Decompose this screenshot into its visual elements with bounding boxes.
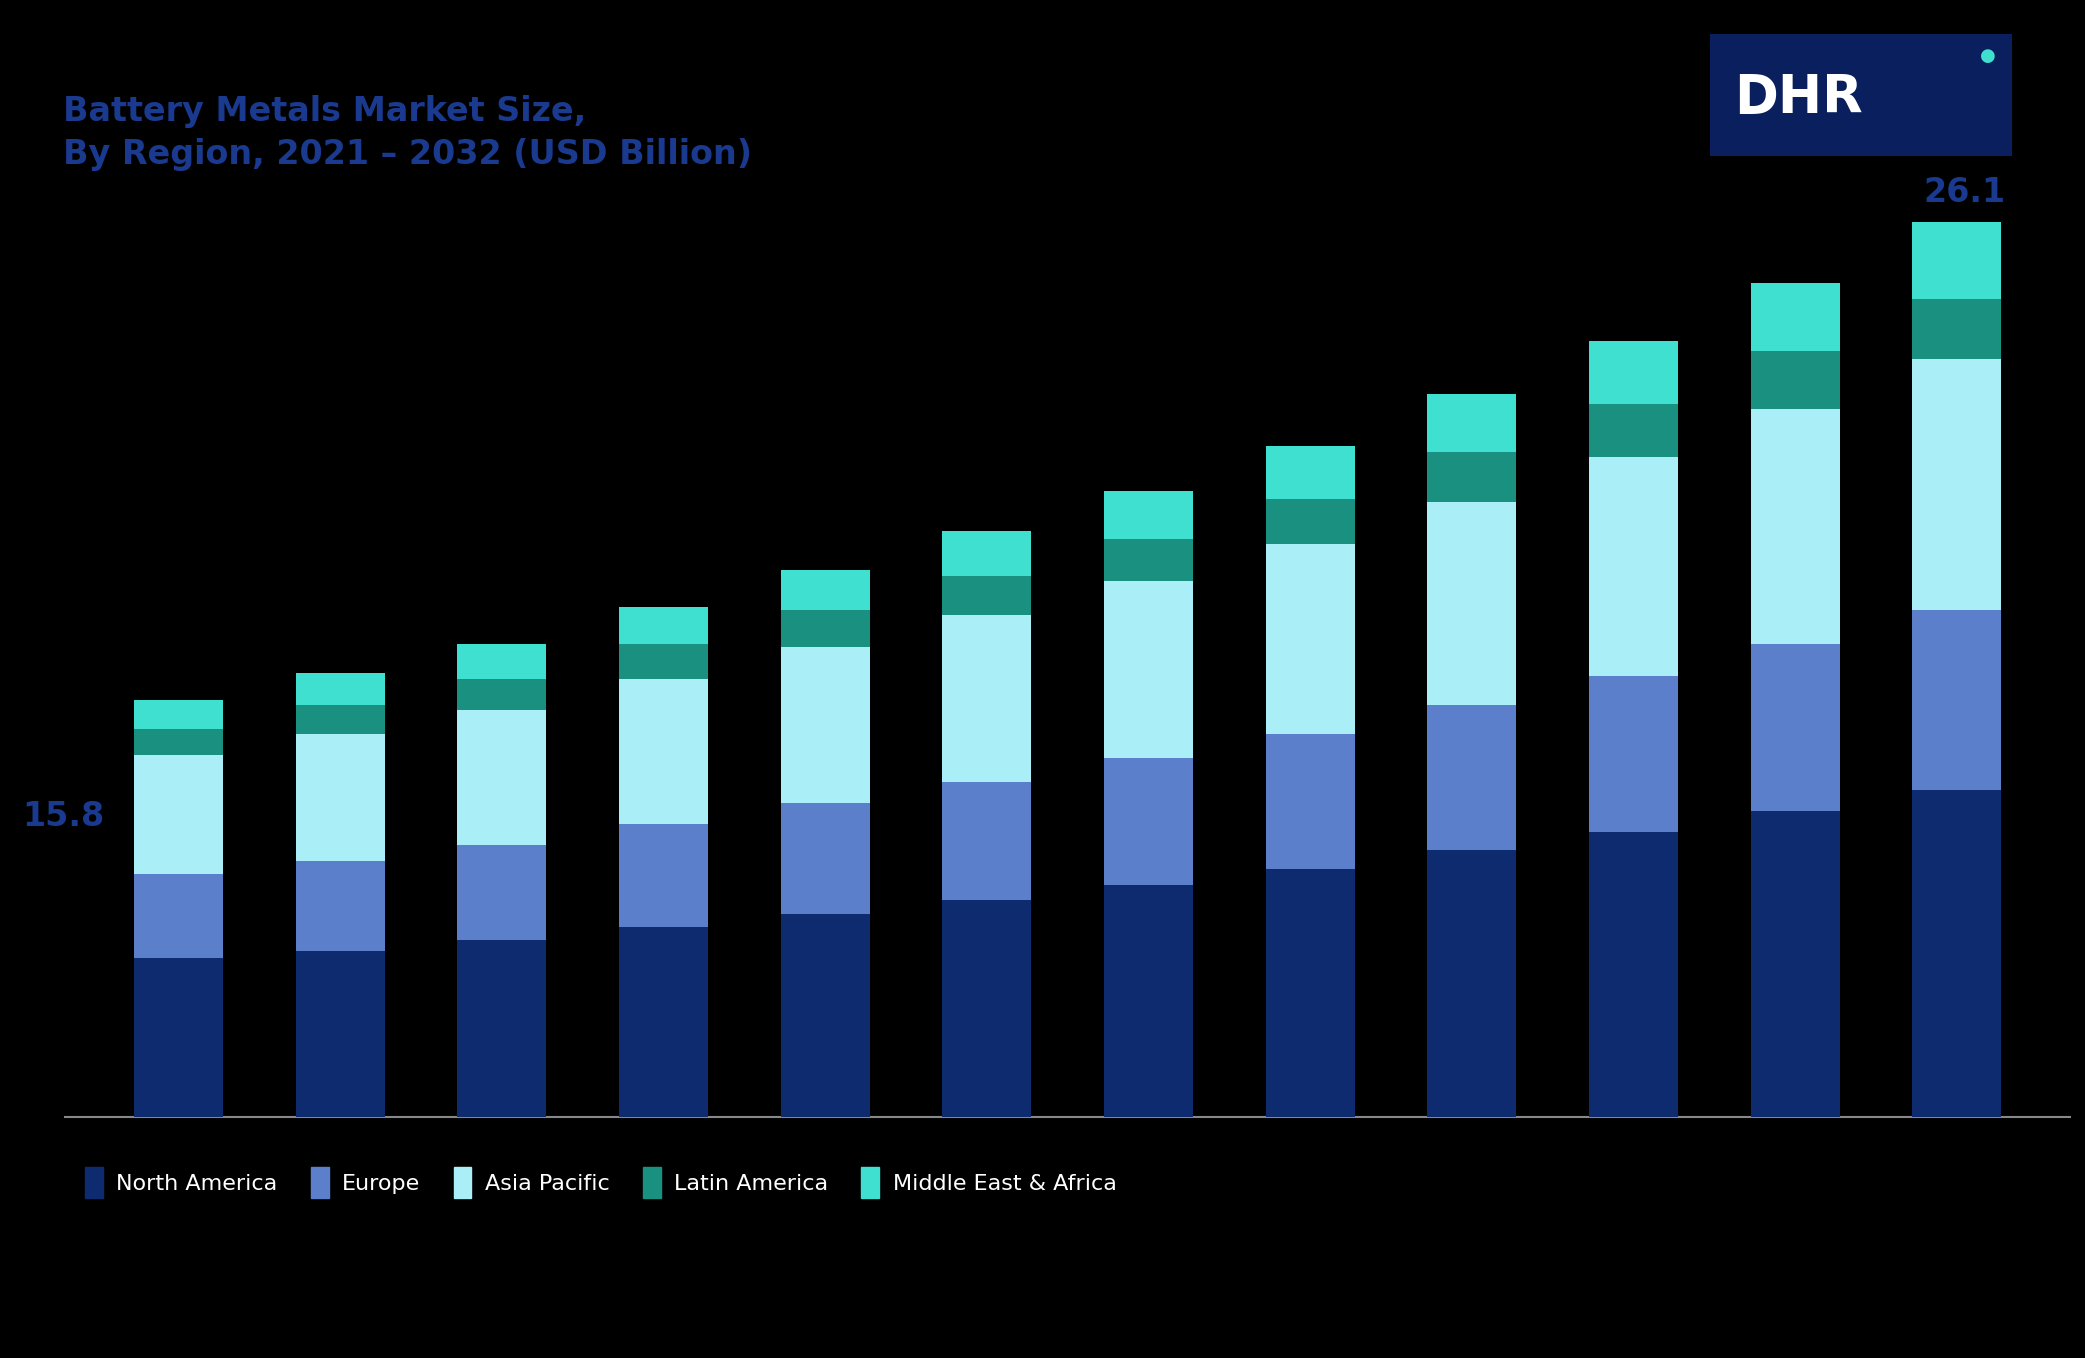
- Text: 15.8: 15.8: [23, 800, 104, 832]
- Bar: [457, 940, 546, 1116]
- Bar: [619, 679, 709, 824]
- Bar: [1589, 676, 1678, 832]
- Bar: [1751, 645, 1839, 811]
- Bar: [780, 570, 869, 610]
- Bar: [1266, 869, 1355, 1116]
- Bar: [780, 610, 869, 646]
- Bar: [296, 674, 384, 705]
- Bar: [780, 646, 869, 803]
- Bar: [1428, 502, 1516, 705]
- Bar: [942, 576, 1032, 615]
- Bar: [457, 679, 546, 710]
- Bar: [1105, 884, 1193, 1116]
- Bar: [1266, 500, 1355, 545]
- Bar: [1105, 581, 1193, 758]
- Bar: [133, 755, 223, 875]
- Bar: [1105, 492, 1193, 539]
- Bar: [133, 875, 223, 959]
- Bar: [457, 645, 546, 679]
- Bar: [1751, 410, 1839, 645]
- Bar: [1428, 394, 1516, 452]
- Text: DHR: DHR: [1735, 72, 1862, 124]
- Bar: [1428, 452, 1516, 502]
- Bar: [1266, 735, 1355, 869]
- Bar: [457, 710, 546, 845]
- Bar: [780, 803, 869, 914]
- Bar: [942, 615, 1032, 782]
- Bar: [1266, 545, 1355, 735]
- Bar: [780, 914, 869, 1116]
- Bar: [133, 959, 223, 1116]
- Bar: [296, 705, 384, 735]
- Bar: [457, 845, 546, 940]
- Bar: [1266, 447, 1355, 500]
- Text: Battery Metals Market Size,
By Region, 2021 – 2032 (USD Billion): Battery Metals Market Size, By Region, 2…: [63, 95, 751, 171]
- Bar: [942, 531, 1032, 576]
- Bar: [133, 699, 223, 729]
- Bar: [1589, 341, 1678, 405]
- Bar: [133, 729, 223, 755]
- Bar: [1589, 832, 1678, 1116]
- Bar: [296, 951, 384, 1116]
- Bar: [1912, 223, 2002, 299]
- Bar: [619, 607, 709, 645]
- Bar: [1105, 758, 1193, 884]
- Bar: [1105, 539, 1193, 581]
- Text: ●: ●: [1981, 48, 1995, 65]
- Bar: [1751, 811, 1839, 1116]
- Text: 26.1: 26.1: [1924, 177, 2006, 209]
- Bar: [942, 900, 1032, 1116]
- Bar: [619, 824, 709, 926]
- Bar: [942, 782, 1032, 900]
- Bar: [1589, 405, 1678, 458]
- Bar: [1912, 789, 2002, 1116]
- Bar: [1912, 299, 2002, 360]
- Bar: [1589, 458, 1678, 676]
- Bar: [619, 926, 709, 1116]
- Bar: [1912, 360, 2002, 610]
- Bar: [619, 645, 709, 679]
- Bar: [1912, 610, 2002, 789]
- Bar: [1751, 282, 1839, 352]
- Legend: North America, Europe, Asia Pacific, Latin America, Middle East & Africa: North America, Europe, Asia Pacific, Lat…: [77, 1158, 1126, 1207]
- Bar: [1751, 352, 1839, 410]
- Bar: [1428, 705, 1516, 850]
- Bar: [296, 861, 384, 951]
- Bar: [296, 735, 384, 861]
- Bar: [1428, 850, 1516, 1116]
